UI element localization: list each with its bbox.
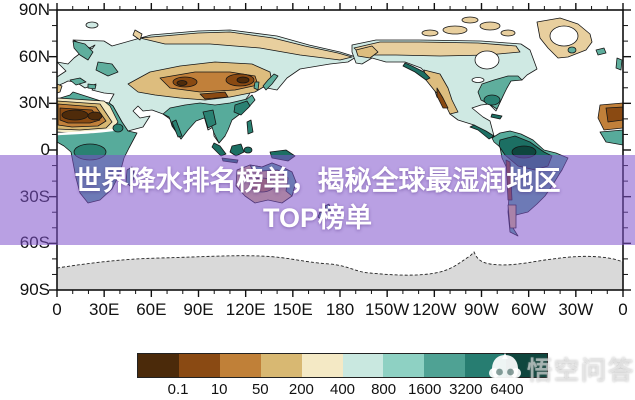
headline-banner: 世界降水排名榜单，揭秘全球最湿润地区 TOP榜单 — [0, 155, 635, 245]
lon-label-11-30W: 30W — [558, 300, 594, 319]
lon-label-12-0: 0 — [618, 300, 628, 319]
colorbar-segment-0 — [138, 354, 179, 377]
lon-label-9-90W: 90W — [464, 300, 499, 319]
lon-label-10-60W: 60W — [511, 300, 547, 319]
headline-line-2: TOP榜单 — [262, 203, 372, 233]
lon-label-3-90E: 90E — [183, 300, 214, 319]
colorbar-segment-4 — [301, 354, 343, 377]
antarctica-landmass — [56, 251, 624, 291]
lat-label-90S: 90S — [19, 280, 50, 299]
colorbar-segment-6 — [383, 354, 425, 377]
watermark-text: 悟空问答 — [526, 357, 635, 385]
lat-label-90N: 90N — [18, 0, 50, 19]
colorbar-label-800: 800 — [371, 381, 397, 398]
lon-label-1-30E: 30E — [89, 300, 120, 319]
watermark: 悟空问答 — [487, 351, 635, 387]
lat-label-0: 0 — [40, 140, 50, 159]
colorbar-label-50: 50 — [251, 381, 269, 398]
colorbar-segment-3 — [260, 354, 302, 377]
lon-label-7-150W: 150W — [364, 300, 410, 319]
axis-ticks — [49, 3, 631, 297]
lat-label-60N: 60N — [18, 46, 50, 66]
colorbar-label-200: 200 — [288, 381, 314, 398]
colorbar-segment-2 — [219, 354, 261, 377]
lon-label-5-150E: 150E — [272, 300, 313, 319]
colorbar-label-1600: 1600 — [408, 381, 442, 398]
colorbar-label-0.1: 0.1 — [167, 381, 189, 398]
colorbar-segment-1 — [178, 354, 220, 377]
lon-label-6-180: 180 — [325, 300, 355, 319]
lon-label-2-60E: 60E — [136, 300, 167, 319]
monkey-icon — [488, 353, 521, 383]
colorbar-label-10: 10 — [210, 381, 228, 398]
colorbar-label-3200: 3200 — [449, 381, 483, 398]
colorbar-segment-5 — [342, 354, 384, 377]
lon-label-8-120W: 120W — [412, 300, 457, 319]
headline-line-1: 世界降水排名榜单，揭秘全球最湿润地区 — [74, 166, 561, 196]
colorbar-segment-7 — [424, 354, 466, 377]
lon-label-0-0: 0 — [52, 300, 62, 319]
colorbar-label-400: 400 — [329, 381, 356, 398]
colorbar-label-6400: 6400 — [490, 381, 524, 398]
lon-label-4-120E: 120E — [225, 300, 266, 319]
lat-label-30N: 30N — [18, 93, 50, 113]
